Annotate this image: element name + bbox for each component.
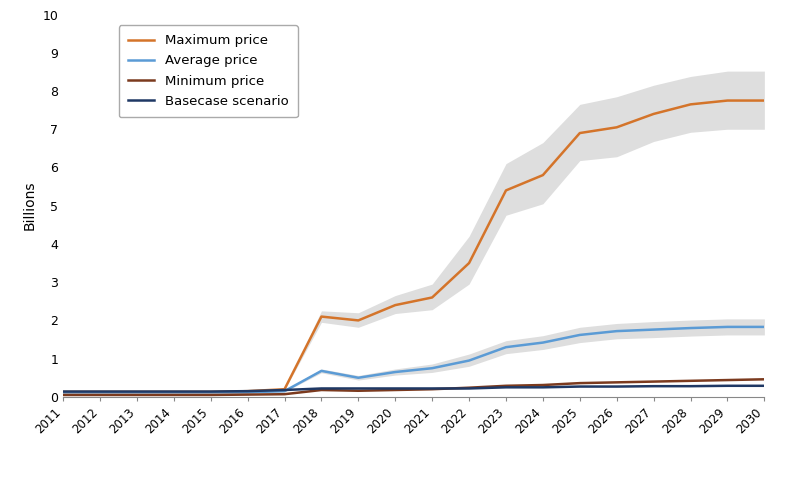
Maximum price	[280, 386, 289, 392]
Maximum price	[427, 295, 437, 301]
Maximum price	[391, 302, 400, 308]
Maximum price	[243, 388, 252, 394]
Minimum price	[427, 386, 437, 392]
Average price	[686, 325, 695, 331]
Line: Minimum price: Minimum price	[63, 379, 764, 395]
Minimum price	[538, 382, 548, 388]
Average price	[575, 332, 585, 338]
Minimum price	[354, 388, 363, 393]
Basecase scenario	[760, 383, 769, 389]
Y-axis label: Billions: Billions	[23, 181, 37, 230]
Minimum price	[464, 385, 474, 391]
Average price	[723, 324, 732, 330]
Legend: Maximum price, Average price, Minimum price, Basecase scenario: Maximum price, Average price, Minimum pr…	[119, 25, 298, 117]
Line: Basecase scenario: Basecase scenario	[63, 386, 764, 392]
Line: Maximum price: Maximum price	[63, 101, 764, 392]
Minimum price	[649, 378, 658, 384]
Average price	[280, 388, 289, 394]
Basecase scenario	[169, 389, 179, 394]
Average price	[760, 324, 769, 330]
Minimum price	[723, 377, 732, 383]
Minimum price	[280, 391, 289, 397]
Minimum price	[243, 392, 252, 397]
Basecase scenario	[686, 383, 695, 389]
Average price	[243, 390, 252, 395]
Basecase scenario	[575, 384, 585, 390]
Average price	[612, 328, 622, 334]
Minimum price	[95, 392, 105, 398]
Average price	[95, 390, 105, 395]
Maximum price	[206, 389, 215, 395]
Maximum price	[132, 389, 142, 395]
Maximum price	[58, 389, 68, 395]
Average price	[391, 369, 400, 375]
Maximum price	[649, 111, 658, 117]
Minimum price	[132, 392, 142, 398]
Minimum price	[760, 377, 769, 382]
Average price	[206, 390, 215, 395]
Minimum price	[686, 378, 695, 384]
Minimum price	[501, 383, 511, 389]
Minimum price	[575, 380, 585, 386]
Minimum price	[612, 379, 622, 385]
Maximum price	[760, 98, 769, 104]
Maximum price	[612, 124, 622, 130]
Basecase scenario	[612, 384, 622, 390]
Average price	[649, 327, 658, 333]
Average price	[317, 368, 326, 374]
Basecase scenario	[132, 389, 142, 394]
Minimum price	[206, 392, 215, 398]
Maximum price	[317, 314, 326, 319]
Basecase scenario	[206, 389, 215, 394]
Maximum price	[723, 98, 732, 104]
Basecase scenario	[243, 388, 252, 394]
Basecase scenario	[464, 386, 474, 392]
Basecase scenario	[501, 384, 511, 390]
Basecase scenario	[317, 386, 326, 392]
Maximum price	[686, 102, 695, 107]
Basecase scenario	[391, 386, 400, 392]
Maximum price	[464, 260, 474, 266]
Average price	[354, 375, 363, 381]
Basecase scenario	[538, 384, 548, 390]
Average price	[58, 390, 68, 395]
Maximum price	[501, 187, 511, 193]
Basecase scenario	[427, 386, 437, 392]
Average price	[501, 344, 511, 350]
Average price	[427, 365, 437, 371]
Maximum price	[575, 130, 585, 136]
Basecase scenario	[354, 386, 363, 392]
Minimum price	[58, 392, 68, 398]
Basecase scenario	[280, 387, 289, 393]
Basecase scenario	[649, 383, 658, 389]
Minimum price	[317, 387, 326, 393]
Average price	[169, 390, 179, 395]
Average price	[538, 340, 548, 346]
Basecase scenario	[95, 389, 105, 394]
Maximum price	[169, 389, 179, 395]
Average price	[132, 390, 142, 395]
Minimum price	[391, 387, 400, 393]
Average price	[464, 358, 474, 363]
Maximum price	[95, 389, 105, 395]
Minimum price	[169, 392, 179, 398]
Maximum price	[354, 318, 363, 323]
Basecase scenario	[58, 389, 68, 394]
Line: Average price: Average price	[63, 327, 764, 393]
Maximum price	[538, 172, 548, 178]
Basecase scenario	[723, 383, 732, 389]
